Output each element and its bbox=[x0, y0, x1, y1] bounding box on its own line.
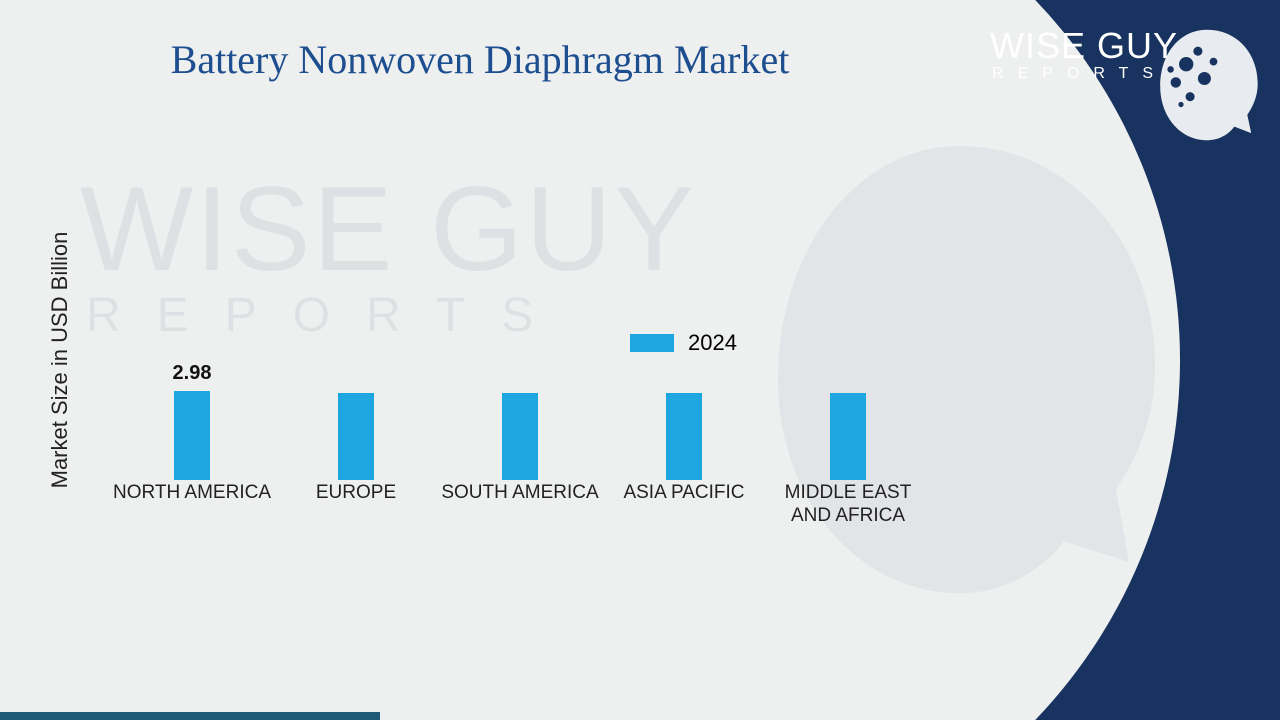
bar-slot bbox=[276, 393, 436, 480]
chart-title: Battery Nonwoven Diaphragm Market bbox=[0, 36, 960, 83]
bar-slot: 2.98 bbox=[112, 391, 272, 480]
x-axis-labels: NORTH AMERICAEUROPESOUTH AMERICAASIA PAC… bbox=[110, 482, 930, 528]
page-canvas: WISE GUY REPORTS WISE GUY REPORTS Batter… bbox=[0, 0, 1280, 720]
x-axis-category-label: NORTH AMERICA bbox=[112, 482, 272, 528]
bar-slot bbox=[440, 393, 600, 480]
bar bbox=[502, 393, 538, 480]
bar-slot bbox=[768, 393, 928, 480]
bottom-accent-bar bbox=[0, 712, 380, 720]
bar bbox=[830, 393, 866, 480]
bar bbox=[338, 393, 374, 480]
bar bbox=[174, 391, 210, 480]
brand-logo: WISE GUY REPORTS bbox=[990, 28, 1250, 82]
bars-container: 2.98 bbox=[110, 150, 930, 480]
x-axis-category-label: SOUTH AMERICA bbox=[440, 482, 600, 528]
x-axis-category-label: EUROPE bbox=[276, 482, 436, 528]
y-axis-label: Market Size in USD Billion bbox=[47, 232, 73, 489]
bar bbox=[666, 393, 702, 480]
plot-area: 2.98 bbox=[110, 150, 930, 480]
bar-value-label: 2.98 bbox=[173, 362, 212, 385]
logo-sub-text: REPORTS bbox=[990, 66, 1250, 82]
x-axis-category-label: MIDDLE EAST AND AFRICA bbox=[768, 482, 928, 528]
x-axis-category-label: ASIA PACIFIC bbox=[604, 482, 764, 528]
logo-main-text: WISE GUY bbox=[990, 28, 1250, 64]
bar-slot bbox=[604, 393, 764, 480]
